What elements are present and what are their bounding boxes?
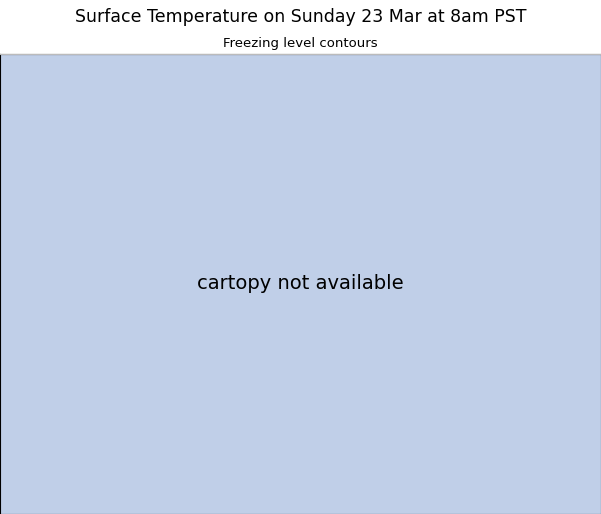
Text: Surface Temperature on Sunday 23 Mar at 8am PST: Surface Temperature on Sunday 23 Mar at … [75, 8, 526, 26]
Text: cartopy not available: cartopy not available [197, 274, 404, 293]
Text: Freezing level contours: Freezing level contours [223, 36, 378, 50]
